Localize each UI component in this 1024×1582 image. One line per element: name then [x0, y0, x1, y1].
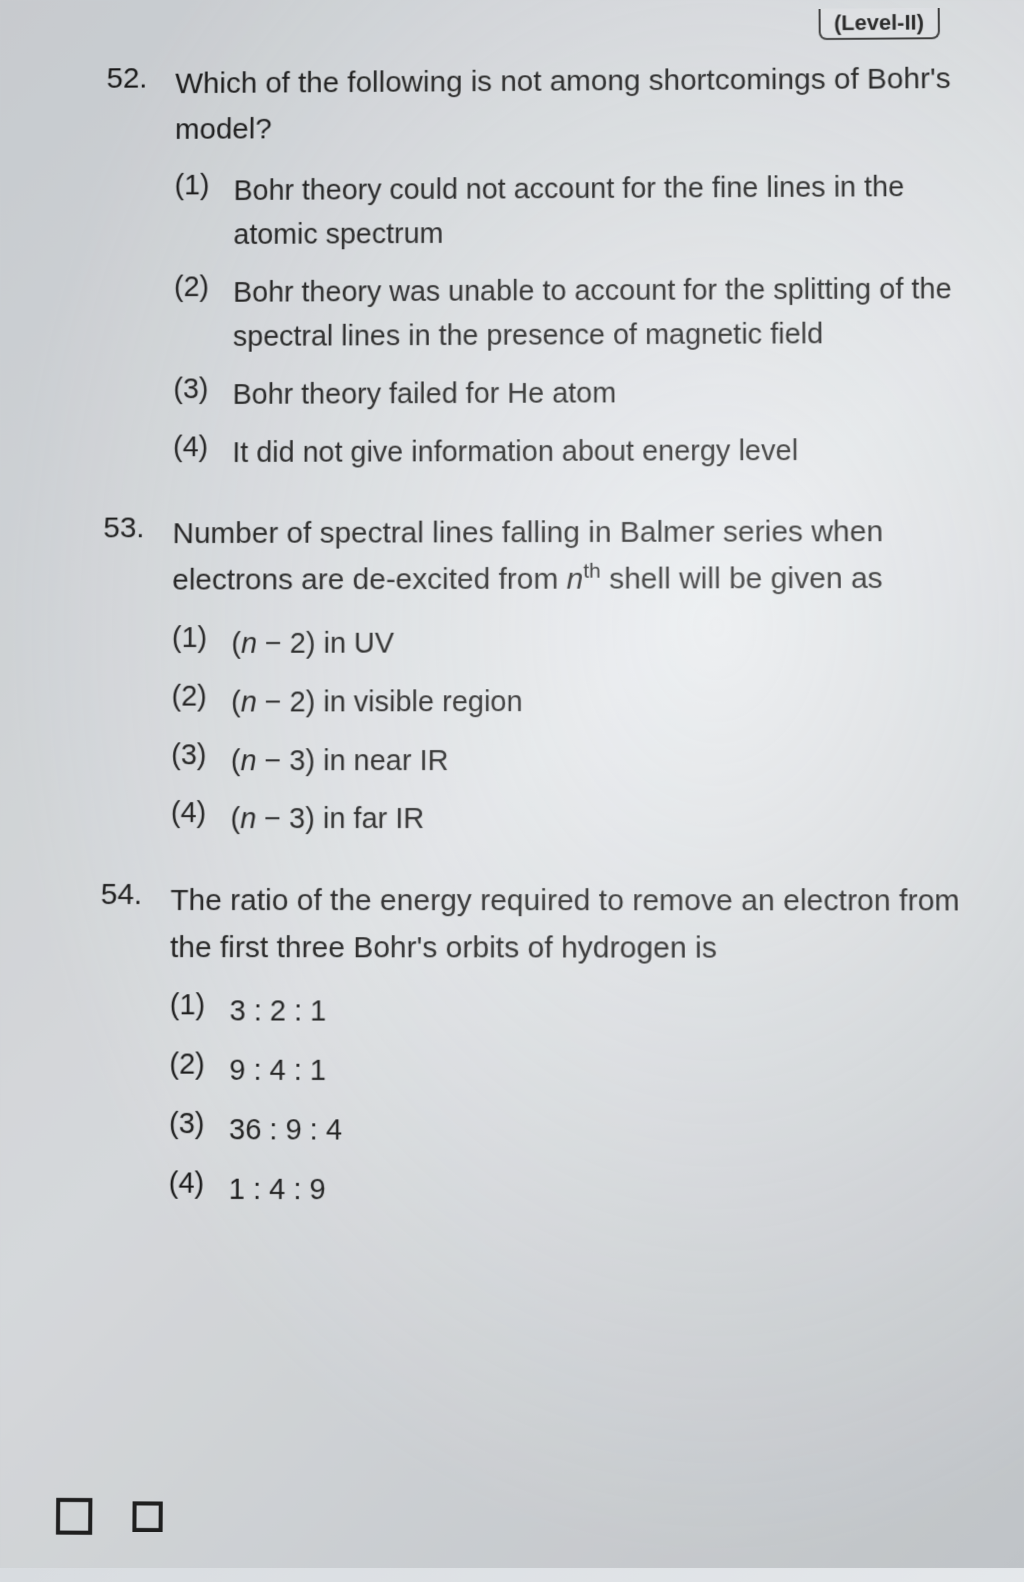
question-number: 53. [103, 511, 172, 545]
option-text: It did not give information about energy… [232, 429, 798, 475]
question-text: Which of the following is not among shor… [175, 57, 961, 153]
question-54: 54. The ratio of the energy required to … [98, 878, 969, 1215]
option-text: Bohr theory failed for He atom [233, 372, 617, 418]
header-level-tag: (Level-II) [818, 8, 940, 40]
option-2: (2) Bohr theory was unable to account fo… [174, 268, 963, 360]
option-number: (3) [169, 1108, 229, 1141]
option-number: (4) [173, 431, 232, 464]
option-number: (1) [172, 622, 232, 655]
options-list: (1) (n − 2) in UV (2) (n − 2) in visible… [101, 620, 966, 842]
option-2: (2) 9 : 4 : 1 [169, 1049, 968, 1096]
option-4: (4) It did not give information about en… [173, 428, 963, 475]
checkbox-icon[interactable] [132, 1501, 162, 1532]
option-1: (1) Bohr theory could not account for th… [174, 165, 961, 257]
option-text: 36 : 9 : 4 [229, 1108, 342, 1154]
option-3: (3) (n − 3) in near IR [171, 738, 966, 784]
options-list: (1) 3 : 2 : 1 (2) 9 : 4 : 1 (3) 36 : 9 :… [98, 989, 969, 1215]
option-2: (2) (n − 2) in visible region [171, 679, 965, 725]
option-text: Bohr theory could not account for the fi… [233, 165, 961, 257]
option-text: 1 : 4 : 9 [229, 1168, 326, 1214]
footer-checkboxes [56, 1498, 163, 1535]
option-number: (1) [170, 990, 230, 1023]
option-number: (2) [169, 1049, 229, 1082]
option-text: (n − 3) in far IR [230, 797, 424, 842]
option-4: (4) (n − 3) in far IR [171, 797, 966, 842]
option-number: (3) [171, 739, 231, 772]
question-number: 52. [106, 62, 175, 96]
option-4: (4) 1 : 4 : 9 [169, 1168, 970, 1216]
question-text: Number of spectral lines falling in Balm… [172, 509, 964, 604]
options-list: (1) Bohr theory could not account for th… [104, 165, 964, 475]
page: (Level-II) 52. Which of the following is… [0, 7, 1024, 1581]
option-3: (3) Bohr theory failed for He atom [173, 370, 963, 417]
question-53: 53. Number of spectral lines falling in … [101, 509, 966, 843]
question-52: 52. Which of the following is not among … [104, 57, 964, 476]
option-number: (4) [171, 798, 231, 831]
option-text: (n − 2) in visible region [231, 680, 523, 725]
option-text: Bohr theory was unable to account for th… [233, 268, 963, 360]
option-number: (1) [175, 170, 234, 203]
option-1: (1) 3 : 2 : 1 [170, 990, 968, 1036]
checkbox-icon[interactable] [56, 1498, 92, 1535]
option-number: (4) [169, 1168, 229, 1202]
option-text: 9 : 4 : 1 [229, 1049, 326, 1094]
option-1: (1) (n − 2) in UV [172, 620, 965, 666]
option-text: (n − 2) in UV [231, 621, 394, 666]
question-number: 54. [101, 878, 171, 912]
option-text: (n − 3) in near IR [231, 739, 449, 784]
question-text: The ratio of the energy required to remo… [170, 878, 967, 972]
option-text: 3 : 2 : 1 [230, 990, 327, 1035]
option-number: (2) [174, 271, 233, 304]
option-number: (3) [173, 373, 232, 406]
option-3: (3) 36 : 9 : 4 [169, 1108, 969, 1155]
option-number: (2) [171, 680, 231, 713]
